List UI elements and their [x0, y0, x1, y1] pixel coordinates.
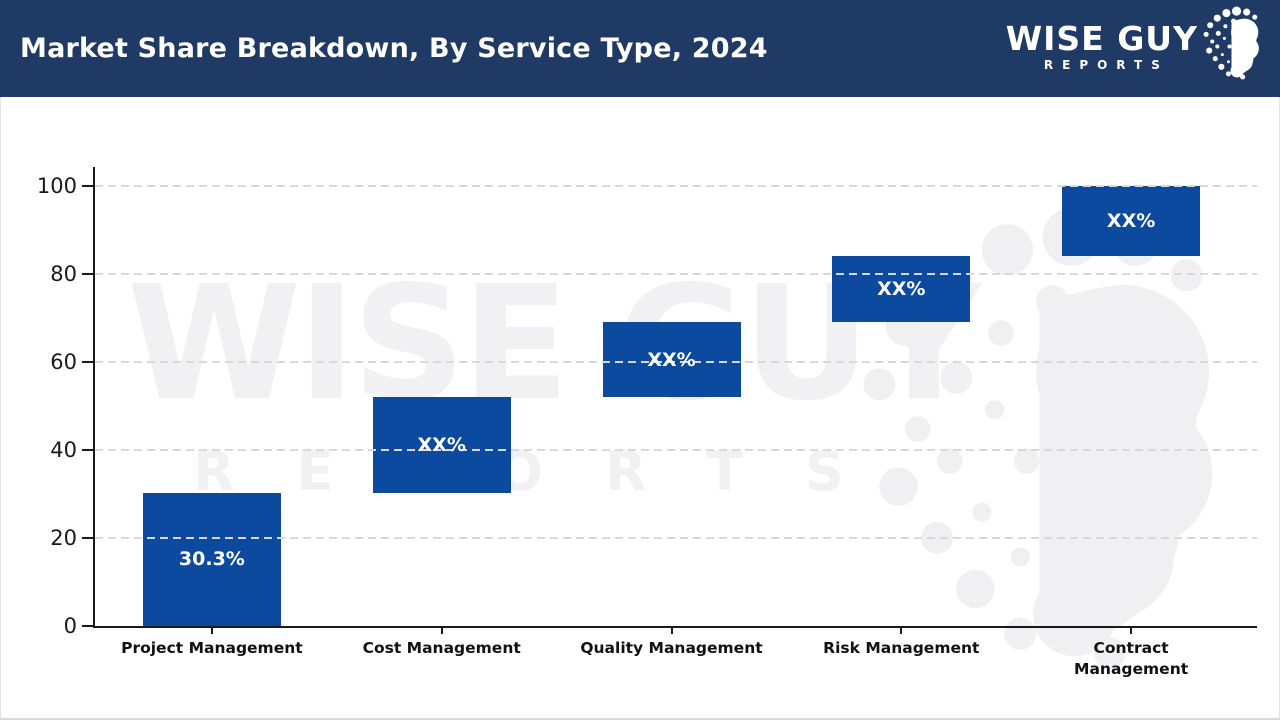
bar-value-label-1: 30.3% [178, 548, 245, 571]
y-tick-60 [82, 361, 93, 363]
x-tick-5 [1130, 626, 1133, 634]
x-axis-spine [93, 626, 1257, 628]
x-tick-4 [900, 626, 903, 634]
gridline-60 [95, 361, 1257, 363]
y-tick-0 [82, 625, 93, 627]
logo-wordmark: WISE GUY [1005, 18, 1198, 58]
gridline-80 [95, 273, 1257, 275]
bar-value-label-3: XX% [647, 348, 696, 371]
y-tick-label-100: 100 [36, 174, 77, 198]
bar-value-label-4: XX% [877, 278, 926, 301]
y-tick-label-0: 0 [63, 614, 77, 638]
bar-3 [602, 322, 741, 398]
x-category-label-2: Cost Management [362, 639, 521, 657]
logo-head-icon [1203, 6, 1259, 80]
gridline-20 [95, 537, 1257, 539]
gridline-100 [95, 185, 1257, 187]
bar-4 [832, 256, 971, 323]
logo-text: WISE GUY REPORTS [1005, 18, 1198, 73]
y-tick-20 [82, 537, 93, 539]
x-tick-2 [440, 626, 443, 634]
x-category-label-3: Quality Management [580, 639, 763, 657]
y-tick-80 [82, 273, 93, 275]
watermark-subtitle: REPORTS [193, 440, 906, 503]
page-title: Market Share Breakdown, By Service Type,… [20, 33, 768, 64]
gridline-40 [95, 449, 1257, 451]
bar-2 [372, 397, 511, 493]
y-tick-100 [82, 185, 93, 187]
bar-5 [1062, 186, 1201, 257]
x-tick-3 [670, 626, 673, 634]
x-category-label-1: Project Management [121, 639, 303, 657]
bar-value-label-2: XX% [417, 433, 466, 456]
y-tick-label-60: 60 [50, 350, 77, 374]
header-bar: Market Share Breakdown, By Service Type,… [0, 0, 1280, 97]
wise-guy-logo: WISE GUY REPORTS [1006, 6, 1266, 82]
x-category-label-4: Risk Management [823, 639, 980, 657]
bar-value-label-5: XX% [1106, 210, 1156, 233]
x-tick-1 [210, 626, 213, 634]
chart-area: WISE GUY REPORTS 0 20 40 60 80 100 30.3% Projec… [0, 97, 1280, 720]
y-tick-40 [82, 449, 93, 451]
y-tick-label-80: 80 [50, 262, 77, 286]
y-axis-spine [93, 167, 95, 628]
x-category-label-5: Contract Management [1074, 639, 1189, 678]
y-tick-label-40: 40 [50, 438, 77, 462]
y-tick-label-20: 20 [50, 526, 77, 550]
bar-1 [142, 492, 281, 626]
logo-subtitle: REPORTS [1043, 58, 1169, 73]
